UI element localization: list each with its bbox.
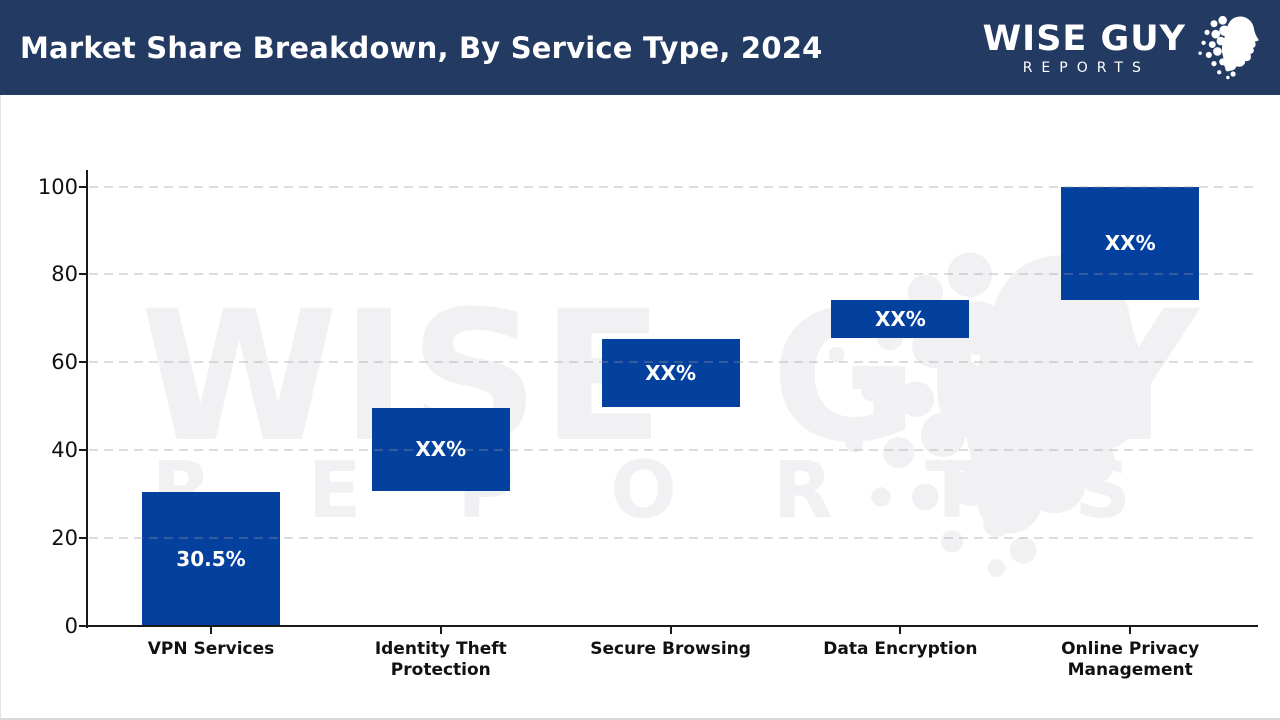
x-category-label-line: Secure Browsing [590, 639, 751, 659]
brand-logo: WISE GUY REPORTS [983, 6, 1266, 90]
y-tick-label: 20 [51, 525, 78, 550]
bar-value-label: XX% [415, 437, 467, 462]
bar [142, 491, 280, 626]
x-axis-spine [86, 625, 1258, 627]
bar-value-label: XX% [645, 361, 697, 386]
x-tick-mark [439, 627, 442, 634]
x-category-label: Secure Browsing [551, 639, 791, 660]
y-tick-mark [79, 185, 88, 188]
grid-line [89, 448, 1256, 451]
x-category-label-line: Online Privacy [1061, 639, 1200, 659]
x-category-label-line: Protection [390, 660, 491, 680]
y-tick-label: 100 [37, 174, 78, 199]
x-category-label: Data Encryption [780, 639, 1020, 660]
y-tick-mark [79, 624, 88, 627]
grid-line [89, 185, 1256, 188]
y-tick-mark [79, 448, 88, 451]
y-tick-mark [79, 536, 88, 539]
bar [371, 407, 510, 492]
x-category-label-line: Identity Theft [374, 639, 507, 659]
bar-value-label: XX% [1104, 231, 1156, 256]
grid-line [89, 361, 1256, 364]
bar-value-label: XX% [874, 306, 926, 331]
bar-value-label: 30.5% [176, 546, 246, 571]
bar [601, 338, 740, 408]
brand-logo-subtitle: REPORTS [1022, 60, 1150, 76]
y-tick-mark [79, 361, 88, 364]
brand-logo-text: WISE GUY REPORTS [983, 20, 1186, 76]
y-axis-spine [86, 170, 88, 628]
bar [831, 299, 970, 338]
page-left-hairline [0, 95, 1, 720]
x-category-label-line: Management [1067, 660, 1193, 680]
header-bar: Market Share Breakdown, By Service Type,… [0, 0, 1280, 95]
page-title: Market Share Breakdown, By Service Type,… [20, 30, 823, 65]
brand-logo-head-icon [1198, 15, 1260, 80]
x-category-label-line: VPN Services [147, 639, 275, 659]
x-tick-mark [1129, 627, 1132, 634]
x-tick-mark [210, 627, 212, 634]
x-tick-mark [669, 627, 672, 634]
y-tick-label: 60 [51, 350, 78, 375]
grid-line [89, 536, 1256, 539]
x-tick-mark [899, 627, 902, 634]
x-category-label: Online Privacy Management [1010, 639, 1250, 681]
x-category-label: Identity Theft Protection [321, 639, 561, 681]
y-tick-label: 80 [51, 262, 78, 287]
brand-logo-name: WISE GUY [982, 19, 1186, 59]
y-tick-label: 40 [51, 437, 78, 462]
page-bottom-hairline [0, 718, 1280, 720]
x-category-label: VPN Services [91, 639, 331, 660]
y-tick-mark [79, 273, 88, 276]
bar [1061, 186, 1200, 300]
x-category-label-line: Data Encryption [823, 639, 978, 659]
y-tick-label: 0 [64, 613, 78, 638]
grid-line [89, 273, 1256, 276]
